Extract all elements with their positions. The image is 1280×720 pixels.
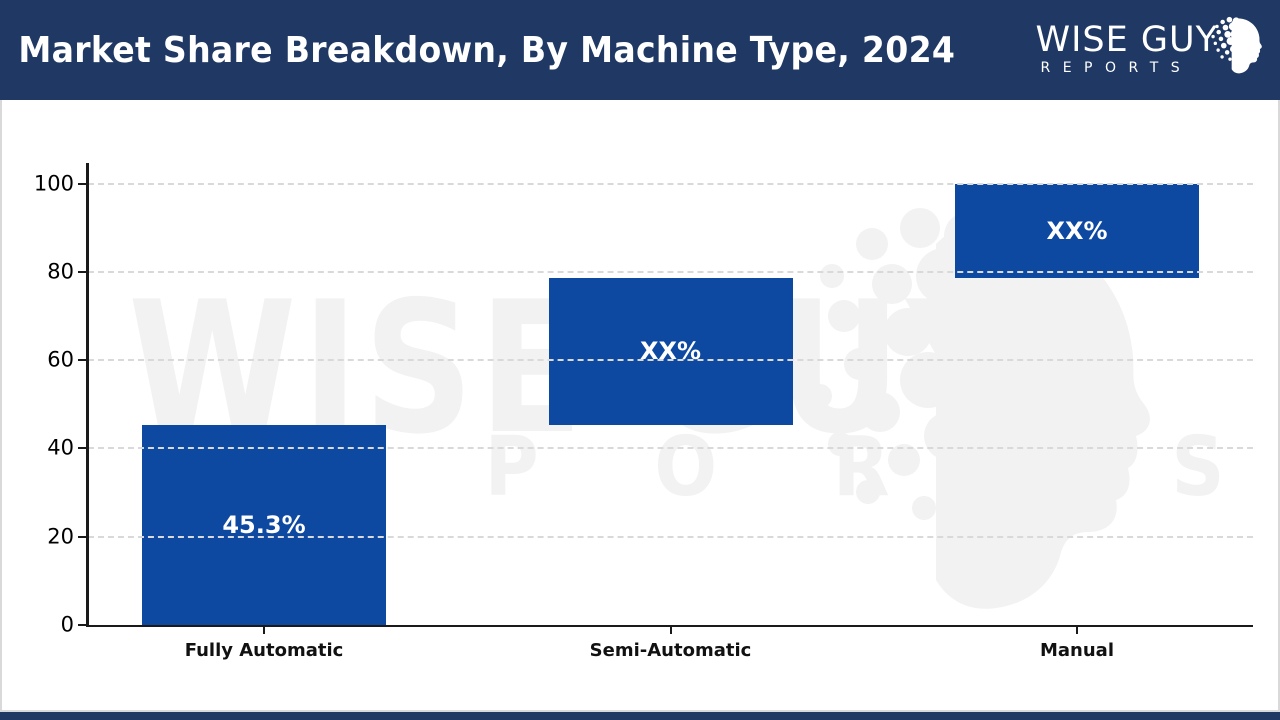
x-axis-category-label: Fully Automatic bbox=[184, 640, 344, 661]
gridline bbox=[88, 270, 1253, 273]
y-axis-tick-label: 0 bbox=[60, 612, 74, 637]
y-axis-tick bbox=[78, 359, 87, 362]
page-title: Market Share Breakdown, By Machine Type,… bbox=[18, 29, 956, 71]
x-axis-category-label: Manual bbox=[1039, 640, 1115, 661]
footer-bar bbox=[0, 712, 1280, 720]
wiseguy-head-icon bbox=[1211, 16, 1262, 74]
brand-text: WISE GUY REPORTS bbox=[1035, 22, 1218, 76]
gridline bbox=[88, 447, 1253, 450]
y-axis-tick bbox=[78, 624, 87, 626]
bar-semi-automatic: XX% bbox=[548, 277, 793, 425]
gridline bbox=[88, 535, 1253, 538]
bar-value-label: XX% bbox=[1046, 216, 1108, 245]
x-axis-tick bbox=[669, 627, 672, 634]
watermark-head-icon bbox=[792, 208, 1150, 609]
gridline bbox=[88, 359, 1253, 362]
y-axis-tick-label: 80 bbox=[47, 259, 74, 284]
header-bar: Market Share Breakdown, By Machine Type,… bbox=[0, 0, 1280, 100]
y-axis-tick bbox=[78, 535, 87, 538]
x-axis-tick bbox=[1076, 627, 1078, 634]
y-axis-tick-label: 40 bbox=[47, 435, 74, 460]
bar-fully-automatic: 45.3% bbox=[142, 425, 386, 625]
y-axis-tick-label: 100 bbox=[33, 170, 74, 195]
gridline bbox=[88, 182, 1253, 185]
y-axis-tick bbox=[78, 447, 87, 450]
y-axis-tick bbox=[78, 270, 87, 273]
bar-manual: XX% bbox=[955, 183, 1199, 278]
brand-name: WISE GUY bbox=[1035, 20, 1218, 61]
brand-subtitle: REPORTS bbox=[1040, 59, 1193, 76]
x-axis-line bbox=[86, 624, 1253, 627]
x-axis-category-label: Semi-Automatic bbox=[589, 640, 752, 661]
brand-logo: WISE GUY REPORTS bbox=[1035, 8, 1270, 90]
y-axis-line bbox=[86, 163, 89, 627]
y-axis-tick bbox=[78, 182, 87, 185]
y-axis-tick-label: 20 bbox=[47, 523, 74, 548]
y-axis-tick-label: 60 bbox=[47, 347, 74, 372]
bar-value-label: 45.3% bbox=[222, 510, 306, 539]
x-axis-tick bbox=[263, 627, 265, 634]
